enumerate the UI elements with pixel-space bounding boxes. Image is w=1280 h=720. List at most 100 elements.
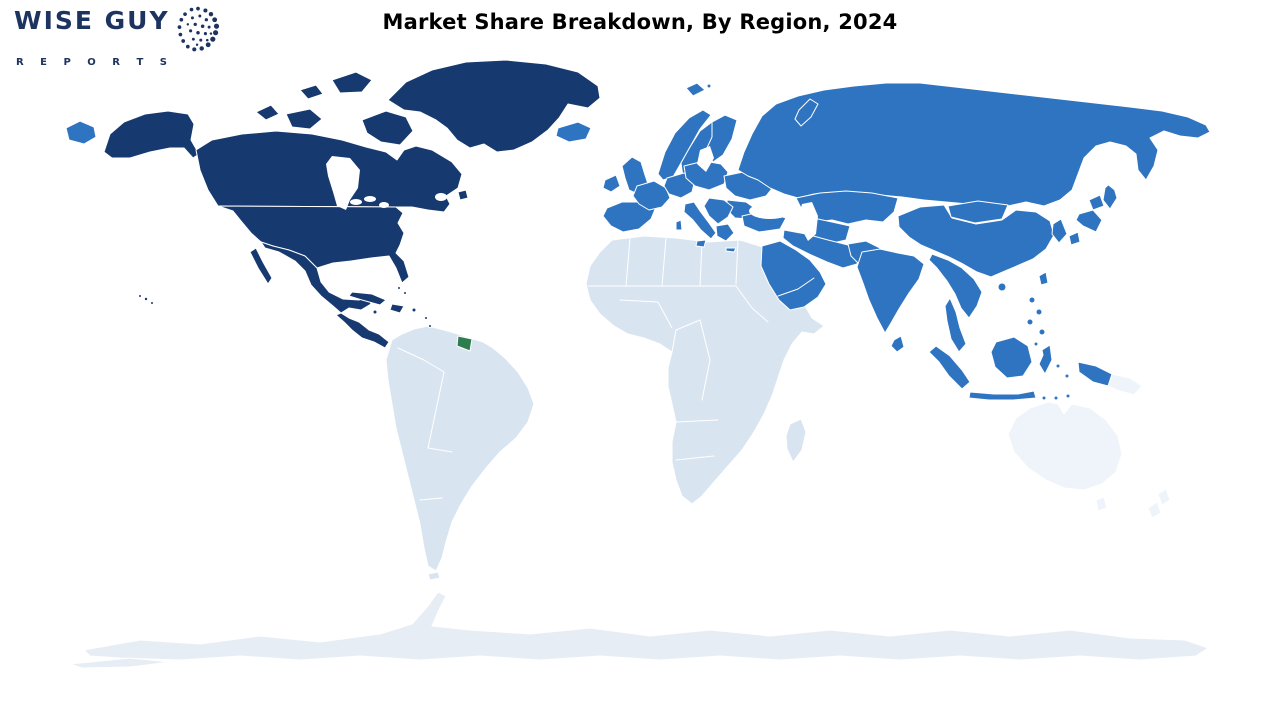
- island-baffin: [361, 110, 414, 146]
- island-lesser-sunda-2: [1053, 395, 1059, 401]
- region-europe: [555, 82, 775, 253]
- peninsula-baja: [249, 247, 273, 285]
- logo-wordmark: WISE GUY: [14, 6, 170, 35]
- region-south-america: [385, 325, 535, 581]
- country-philippines-5: [1033, 341, 1039, 347]
- island-maluku-1: [1055, 363, 1061, 369]
- country-italy: [683, 201, 717, 240]
- island-novaya-zemlya: [794, 98, 819, 127]
- country-philippines-2: [1035, 308, 1043, 316]
- island-jamaica: [372, 309, 378, 315]
- island-svalbard: [685, 82, 706, 97]
- continent-south-america: [385, 325, 535, 572]
- country-india: [856, 248, 925, 334]
- country-australia: [1007, 401, 1123, 491]
- country-balkans: [703, 197, 734, 225]
- island-hainan: [997, 282, 1007, 292]
- country-france: [632, 180, 671, 211]
- island-ellesmere: [331, 71, 373, 94]
- country-united-states: [217, 205, 410, 284]
- country-iran: [782, 229, 862, 269]
- country-japan-kyushu: [1068, 231, 1081, 246]
- country-mexico: [260, 241, 372, 314]
- island-arctic-1: [255, 104, 280, 121]
- country-indochina: [928, 253, 983, 319]
- baltic-sea: [697, 146, 714, 172]
- country-saudi-arabia: [760, 240, 827, 311]
- page-title: Market Share Breakdown, By Region, 2024: [382, 10, 898, 34]
- island-lesser-sunda-3: [1065, 393, 1071, 399]
- country-malay-peninsula: [944, 297, 967, 353]
- island-tasmania: [1095, 496, 1108, 512]
- country-greenland: [387, 59, 601, 153]
- logo-head-dots-icon: [177, 6, 219, 52]
- island-borneo: [990, 336, 1033, 379]
- island-taiwan: [1038, 271, 1049, 286]
- country-cuba: [348, 291, 387, 306]
- island-new-guinea-west: [1077, 361, 1113, 387]
- island-sulawesi: [1038, 344, 1053, 375]
- country-ireland: [602, 174, 621, 193]
- region-central-america: [335, 312, 390, 349]
- island-crete: [725, 247, 737, 253]
- country-korea: [1051, 218, 1068, 244]
- country-japan-hokkaido: [1088, 194, 1105, 211]
- country-spain-portugal: [602, 201, 657, 233]
- logo: WISE GUY R E P O R T S: [14, 6, 221, 68]
- island-arctic-2: [299, 84, 324, 100]
- sea-of-okhotsk: [1096, 150, 1132, 190]
- island-java: [968, 390, 1037, 401]
- region-antarctica: [69, 591, 1209, 669]
- island-newfoundland: [457, 189, 469, 201]
- country-philippines-1: [1028, 296, 1036, 304]
- country-papua-new-guinea: [1107, 373, 1143, 396]
- water-overlays: [326, 146, 1132, 241]
- island-puerto-rico: [411, 307, 417, 313]
- island-sumatra: [928, 345, 971, 390]
- country-antarctica-sliver: [69, 657, 171, 669]
- caspian-sea: [799, 202, 818, 241]
- region-oceania: [1007, 373, 1171, 519]
- gulf-st-lawrence: [435, 193, 447, 201]
- country-mongolia: [947, 200, 1009, 224]
- country-madagascar: [785, 418, 807, 463]
- island-maluku-2: [1064, 373, 1070, 379]
- island-antilles-2: [428, 324, 432, 328]
- hudson-bay: [326, 156, 360, 210]
- logo-subtext: R E P O R T S: [16, 57, 174, 68]
- great-lake-2: [364, 196, 376, 202]
- island-sicily: [695, 239, 707, 248]
- country-philippines-3: [1026, 318, 1034, 326]
- region-asia: [65, 82, 1211, 401]
- island-hawaii-3: [150, 301, 154, 305]
- island-hawaii-2: [143, 296, 149, 302]
- territory-french-guiana: [456, 335, 473, 352]
- country-greece: [715, 223, 735, 242]
- country-finland: [705, 114, 738, 163]
- country-russia-chukotka: [65, 120, 97, 145]
- country-new-zealand-north: [1157, 488, 1171, 506]
- island-victoria: [285, 108, 323, 130]
- arabia-border-line: [777, 277, 815, 297]
- great-lake-3: [379, 202, 389, 208]
- country-philippines-4: [1038, 328, 1046, 336]
- island-svalbard-2: [706, 83, 712, 89]
- country-antarctica: [83, 591, 1209, 661]
- island-hispaniola: [389, 303, 405, 314]
- africa-country-borders: [587, 237, 769, 461]
- great-lake-1: [350, 199, 362, 205]
- region-north-america: [103, 59, 601, 349]
- country-iceland: [555, 121, 592, 143]
- island-lesser-sunda-1: [1041, 395, 1047, 401]
- island-antilles-1: [424, 316, 428, 320]
- country-tierra-del-fuego: [427, 571, 441, 581]
- south-america-country-borders: [397, 347, 453, 501]
- island-sardinia: [675, 219, 683, 231]
- country-china: [897, 204, 1055, 278]
- country-alaska: [103, 110, 200, 159]
- country-sri-lanka: [890, 335, 905, 353]
- island-hawaii-1: [138, 294, 142, 298]
- black-sea: [749, 203, 791, 219]
